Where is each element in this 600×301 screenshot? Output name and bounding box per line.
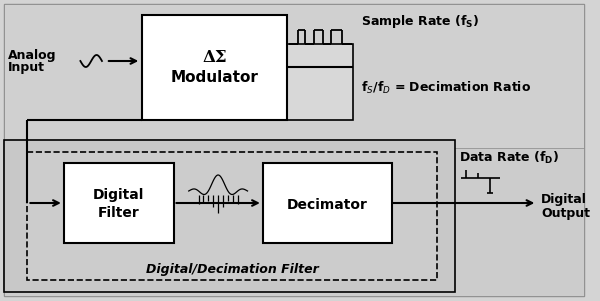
Bar bbox=[287, 44, 353, 120]
Text: Digital: Digital bbox=[541, 194, 587, 206]
Bar bbox=[4, 148, 584, 296]
Text: Decimator: Decimator bbox=[287, 198, 368, 212]
Bar bbox=[142, 15, 287, 120]
Bar bbox=[4, 140, 455, 292]
Text: ΔΣ: ΔΣ bbox=[202, 48, 227, 66]
Text: Sample Rate ($\mathbf{f_S}$): Sample Rate ($\mathbf{f_S}$) bbox=[361, 14, 479, 30]
Bar bbox=[28, 152, 437, 280]
Text: f$_S$/f$_D$ = Decimation Ratio: f$_S$/f$_D$ = Decimation Ratio bbox=[361, 80, 531, 96]
Text: Modulator: Modulator bbox=[171, 70, 259, 85]
Text: Output: Output bbox=[541, 206, 590, 219]
Text: Digital/Decimation Filter: Digital/Decimation Filter bbox=[146, 263, 319, 277]
Text: Input: Input bbox=[8, 61, 45, 73]
Text: Analog: Analog bbox=[8, 48, 56, 61]
Text: Filter: Filter bbox=[98, 206, 139, 220]
Bar bbox=[263, 163, 392, 243]
Text: Data Rate ($\mathbf{f_D}$): Data Rate ($\mathbf{f_D}$) bbox=[459, 150, 559, 166]
Text: Digital: Digital bbox=[93, 188, 145, 202]
Bar bbox=[64, 163, 173, 243]
Bar bbox=[4, 4, 584, 149]
